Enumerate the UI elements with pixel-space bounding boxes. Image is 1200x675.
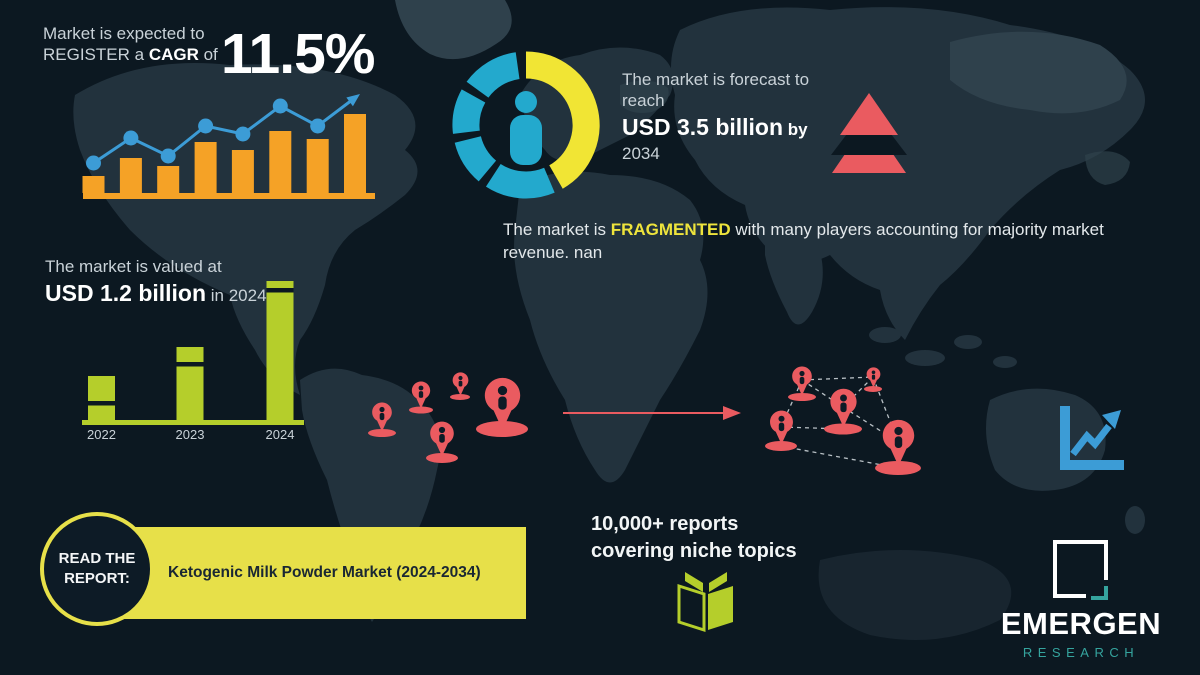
valuation-value: USD 1.2 billion bbox=[45, 280, 207, 306]
fragmented-post: with many players accounting for majorit… bbox=[730, 220, 1104, 239]
valuation-bar-stripe bbox=[176, 362, 204, 367]
reports-line2: covering niche topics bbox=[591, 540, 797, 562]
valuation-x-label: 2022 bbox=[87, 427, 116, 442]
cagr-line2-post: of bbox=[198, 45, 218, 64]
location-pin-icon bbox=[411, 381, 431, 409]
emergen-logo-mark-icon bbox=[1053, 540, 1108, 600]
fragmented-pre: The market is bbox=[503, 220, 611, 239]
market-share-donut bbox=[452, 51, 600, 199]
open-book-icon bbox=[677, 572, 733, 633]
trend-dot bbox=[272, 98, 288, 114]
read-report-circle[interactable]: READ THE REPORT: bbox=[40, 512, 154, 626]
cagr-bar bbox=[231, 150, 254, 193]
trend-dot bbox=[86, 155, 101, 171]
valuation-x-label: 2024 bbox=[266, 427, 295, 442]
report-title: Ketogenic Milk Powder Market (2024-2034) bbox=[168, 564, 481, 581]
cagr-bar bbox=[82, 176, 105, 193]
valuation-bar-stripe bbox=[88, 401, 115, 406]
cagr-bar bbox=[157, 166, 180, 193]
cagr-bar bbox=[306, 139, 329, 193]
location-pin-icon bbox=[770, 410, 793, 445]
pin-bases-left bbox=[368, 394, 528, 463]
trend-dot bbox=[310, 118, 326, 134]
cagr-headline: Market is expected to REGISTER a CAGR of bbox=[43, 23, 218, 65]
reports-block: 10,000+ reports covering niche topics bbox=[591, 511, 797, 565]
person-icon bbox=[510, 91, 542, 165]
valuation-bar-chart: 2022 2023 2024 bbox=[82, 281, 304, 442]
double-up-arrow-icon bbox=[831, 93, 907, 173]
logo-title: EMERGEN bbox=[1000, 606, 1162, 641]
valuation-suffix: in 2024 bbox=[206, 286, 267, 305]
fragmented-line2: revenue. nan bbox=[503, 243, 603, 262]
location-pin-icon bbox=[866, 367, 881, 388]
valuation-bar bbox=[266, 281, 294, 420]
donut-segment-cyan-share-3 bbox=[452, 89, 486, 134]
forecast-line2: reach bbox=[622, 91, 665, 110]
trend-arrowhead bbox=[346, 94, 360, 107]
cagr-value: 11.5% bbox=[221, 22, 375, 86]
valuation-value-row: USD 1.2 billion in 2024 bbox=[45, 280, 267, 307]
trend-dot bbox=[235, 126, 251, 142]
location-pin-icon bbox=[372, 402, 392, 432]
valuation-line1: The market is valued at bbox=[45, 257, 222, 276]
location-pin-icon bbox=[430, 421, 454, 457]
location-pin-icon bbox=[830, 388, 857, 428]
cagr-bar bbox=[344, 114, 366, 193]
cagr-bar bbox=[119, 158, 142, 193]
valuation-bar bbox=[176, 347, 204, 420]
fragmented-block: The market is FRAGMENTED with many playe… bbox=[503, 218, 1163, 264]
logo-subtitle: RESEARCH bbox=[1022, 645, 1140, 660]
x-axis bbox=[83, 193, 375, 199]
cagr-bar bbox=[194, 142, 217, 193]
trend-dot bbox=[198, 118, 214, 134]
valuation-bar bbox=[88, 376, 115, 420]
read-report-banner[interactable]: Ketogenic Milk Powder Market (2024-2034) bbox=[118, 527, 526, 619]
emergen-logo: EMERGEN RESEARCH bbox=[998, 536, 1164, 660]
forecast-value: USD 3.5 billion bbox=[622, 114, 784, 140]
valuation-block: The market is valued at USD 1.2 billion … bbox=[45, 256, 267, 307]
cagr-line2-bold: CAGR bbox=[148, 45, 199, 64]
fragmented-line1: The market is FRAGMENTED with many playe… bbox=[503, 218, 1163, 241]
forecast-block: The market is forecast to reach USD 3.5 … bbox=[622, 69, 809, 164]
donut-segment-cyan-share-2 bbox=[454, 135, 497, 182]
cagr-line2-pre: REGISTER a bbox=[43, 45, 149, 64]
read-report-label: READ THE REPORT: bbox=[58, 549, 136, 587]
location-pin-icon bbox=[452, 372, 469, 396]
x-axis bbox=[82, 420, 304, 425]
forecast-year: 2034 bbox=[622, 144, 660, 163]
donut-segment-cyan-share-4 bbox=[466, 52, 521, 99]
growth-chart-icon bbox=[1060, 406, 1124, 470]
cagr-line1: Market is expected to bbox=[43, 24, 205, 43]
reports-line1: 10,000+ reports bbox=[591, 513, 739, 535]
forecast-by: by bbox=[783, 120, 808, 139]
location-pin-icon bbox=[792, 366, 812, 396]
forecast-line1: The market is forecast to bbox=[622, 70, 810, 89]
cagr-line2: REGISTER a CAGR of bbox=[43, 44, 218, 65]
cagr-trend-chart bbox=[82, 94, 375, 199]
location-pin-icon bbox=[882, 419, 915, 467]
donut-segment-cyan-share-1 bbox=[485, 163, 555, 199]
trend-dot bbox=[123, 130, 139, 146]
pin-bases-right bbox=[765, 386, 921, 475]
cagr-bar bbox=[269, 131, 292, 193]
forecast-value-row: USD 3.5 billion by bbox=[622, 114, 809, 141]
valuation-x-label: 2023 bbox=[176, 427, 205, 442]
fragmented-highlight: FRAGMENTED bbox=[610, 220, 731, 239]
donut-segment-yellow-share bbox=[525, 51, 600, 189]
valuation-bar-stripe bbox=[266, 288, 294, 293]
trend-dot bbox=[160, 148, 176, 164]
transition-arrow bbox=[563, 406, 741, 420]
